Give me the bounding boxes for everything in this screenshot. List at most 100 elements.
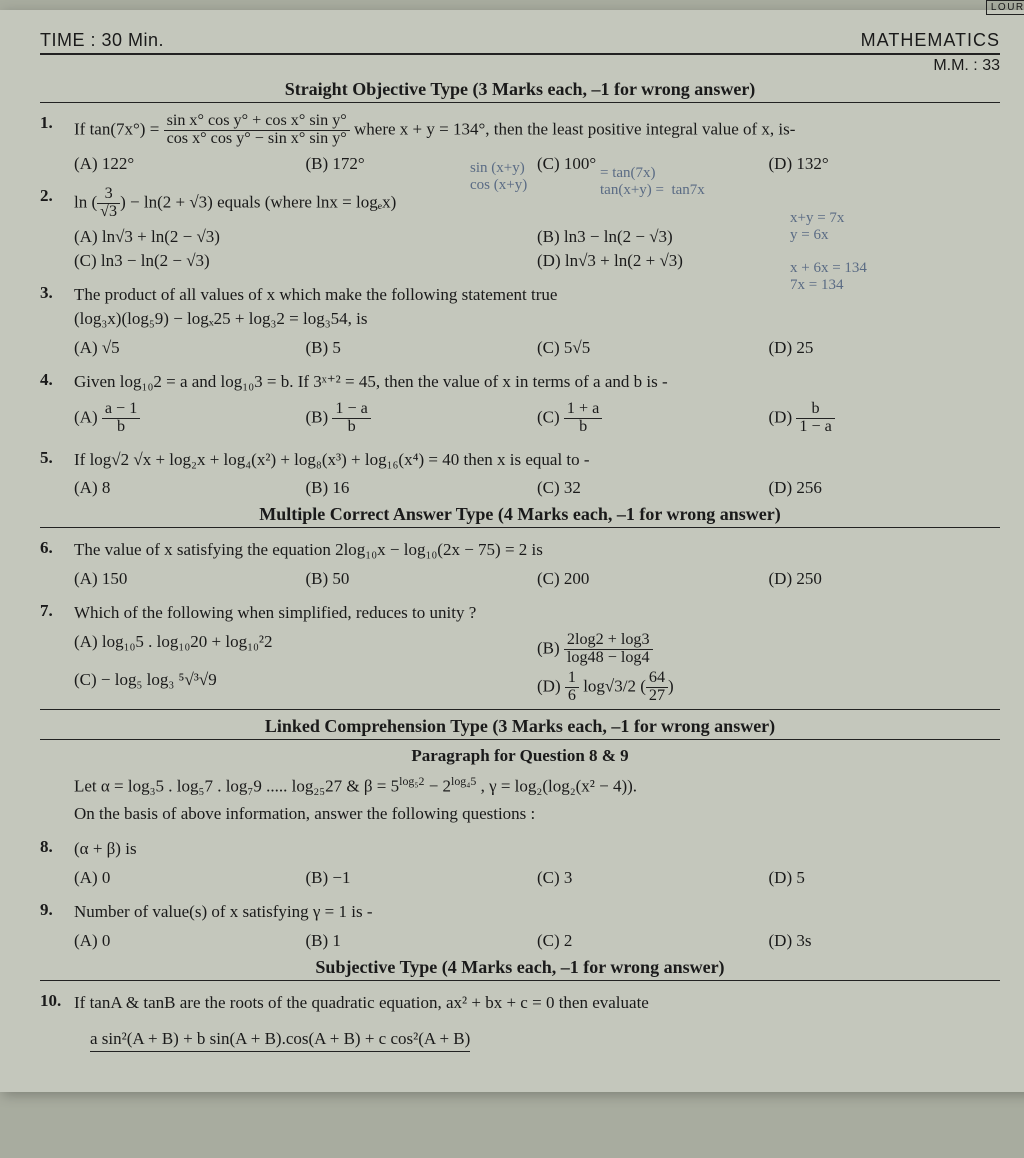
q5-number: 5. — [40, 448, 74, 473]
divider-4 — [40, 980, 1000, 981]
question-2: 2. ln ( 3 √3 ) − ln(2 + √3) equals (wher… — [40, 186, 1000, 221]
q4-c-pre: (C) — [537, 407, 564, 426]
corner-label: LOURSE — [986, 0, 1024, 15]
q7-b-num: 2log2 + log3 — [564, 632, 653, 650]
subject-label: MATHEMATICS — [861, 30, 1000, 51]
q1-body: If tan(7x°) = sin x° cos y° + cos x° sin… — [74, 113, 1000, 148]
q6-opt-d: (D) 250 — [769, 567, 1001, 591]
q4-b-den: b — [332, 419, 370, 436]
para-basis: On the basis of above information, answe… — [74, 804, 535, 823]
q7-d-coef-n: 1 — [565, 670, 579, 688]
para-let3: , γ = log₂(log₂(x² − 4)). — [481, 777, 637, 796]
q8-options: (A) 0 (B) −1 (C) 3 (D) 5 — [74, 866, 1000, 890]
q2-body: ln ( 3 √3 ) − ln(2 + √3) equals (where l… — [74, 186, 1000, 221]
q7-opt-d: (D) 16 log√3/2 (6427) — [537, 668, 1000, 707]
q2-frac-num: 3 — [97, 186, 120, 204]
q2-number: 2. — [40, 186, 74, 221]
q7-d-mid: log√3/2 — [583, 677, 640, 696]
q1-opt-a: (A) 122° — [74, 152, 306, 176]
q6-opt-a: (A) 150 — [74, 567, 306, 591]
q5-options: (A) 8 (B) 16 (C) 32 (D) 256 — [74, 476, 1000, 500]
q7-d-coef-d: 6 — [565, 688, 579, 705]
q7-d-pre: (D) — [537, 677, 565, 696]
q5-opt-b: (B) 16 — [306, 476, 538, 500]
para-let: Let α = log₃5 . log₅7 . log₇9 ..... log₂… — [74, 777, 399, 796]
q2-frac-den: √3 — [97, 204, 120, 221]
q1-number: 1. — [40, 113, 74, 148]
q2-opt-c: (C) ln3 − ln(2 − √3) — [74, 249, 537, 273]
question-10: 10. If tanA & tanB are the roots of the … — [40, 991, 1000, 1016]
time-limit: TIME : 30 Min. — [40, 30, 164, 51]
q3-opt-a: (A) √5 — [74, 336, 306, 360]
section-4-title: Subjective Type (4 Marks each, –1 for wr… — [40, 957, 1000, 978]
q5-opt-d: (D) 256 — [769, 476, 1001, 500]
q3-opt-c: (C) 5√5 — [537, 336, 769, 360]
worksheet-page: LOURSE TIME : 30 Min. MATHEMATICS M.M. :… — [0, 10, 1024, 1092]
para-let2: − 2 — [429, 777, 451, 796]
q4-d-pre: (D) — [769, 407, 797, 426]
q4-options: (A) a − 1b (B) 1 − ab (C) 1 + ab (D) b1 … — [74, 399, 1000, 438]
q9-number: 9. — [40, 900, 74, 925]
q3-line1: The product of all values of x which mak… — [74, 285, 557, 304]
q7-opt-a: (A) log₁₀5 . log₁₀20 + log₁₀²2 — [74, 630, 537, 669]
q4-opt-c: (C) 1 + ab — [537, 399, 769, 438]
q1-text-post: where x + y = 134°, then the least posit… — [354, 119, 795, 138]
q3-opt-d: (D) 25 — [769, 336, 1001, 360]
q1-fraction: sin x° cos y° + cos x° sin y° cos x° cos… — [164, 113, 350, 148]
q6-opt-c: (C) 200 — [537, 567, 769, 591]
q9-opt-d: (D) 3s — [769, 929, 1001, 953]
divider-2 — [40, 527, 1000, 528]
q3-body: The product of all values of x which mak… — [74, 283, 1000, 332]
q2-text-pre: ln — [74, 192, 87, 211]
q4-d-num: b — [796, 401, 834, 419]
q2-opt-b: (B) ln3 − ln(2 − √3) — [537, 225, 1000, 249]
q1-opt-c: (C) 100° — [537, 152, 769, 176]
q3-opt-b: (B) 5 — [306, 336, 538, 360]
para-exp2: log₄5 — [451, 774, 476, 788]
q7-b-den: log48 − log4 — [564, 650, 653, 667]
q9-options: (A) 0 (B) 1 (C) 2 (D) 3s — [74, 929, 1000, 953]
question-7: 7. Which of the following when simplifie… — [40, 601, 1000, 626]
q4-opt-a: (A) a − 1b — [74, 399, 306, 438]
q1-frac-num: sin x° cos y° + cos x° sin y° — [164, 113, 350, 131]
q7-d-arg-n: 64 — [646, 670, 668, 688]
q6-options: (A) 150 (B) 50 (C) 200 (D) 250 — [74, 567, 1000, 591]
q4-a-den: b — [102, 419, 140, 436]
max-marks: M.M. : 33 — [40, 57, 1000, 75]
para-exp1: log₅2 — [399, 774, 424, 788]
q7-number: 7. — [40, 601, 74, 626]
q6-opt-b: (B) 50 — [306, 567, 538, 591]
q1-frac-den: cos x° cos y° − sin x° sin y° — [164, 131, 350, 148]
q7-d-arg-d: 27 — [646, 688, 668, 705]
question-5: 5. If log√2 √x + log₂x + log₄(x²) + log₈… — [40, 448, 1000, 473]
section-2-title: Multiple Correct Answer Type (4 Marks ea… — [40, 504, 1000, 525]
q3-options: (A) √5 (B) 5 (C) 5√5 (D) 25 — [74, 336, 1000, 360]
q4-b-pre: (B) — [306, 407, 333, 426]
divider-3a — [40, 709, 1000, 710]
paragraph-title: Paragraph for Question 8 & 9 — [40, 746, 1000, 766]
q7-text: Which of the following when simplified, … — [74, 601, 1000, 626]
q10-expression: a sin²(A + B) + b sin(A + B).cos(A + B) … — [90, 1029, 470, 1052]
section-1-title: Straight Objective Type (3 Marks each, –… — [40, 79, 1000, 100]
q5-opt-c: (C) 32 — [537, 476, 769, 500]
question-6: 6. The value of x satisfying the equatio… — [40, 538, 1000, 563]
q2-opt-d: (D) ln√3 + ln(2 + √3) — [537, 249, 1000, 273]
q7-opt-c: (C) − log₅ log₃ ⁵√³√9 — [74, 668, 537, 707]
q9-opt-c: (C) 2 — [537, 929, 769, 953]
q8-opt-c: (C) 3 — [537, 866, 769, 890]
question-1: 1. If tan(7x°) = sin x° cos y° + cos x° … — [40, 113, 1000, 148]
q4-a-pre: (A) — [74, 407, 102, 426]
q3-number: 3. — [40, 283, 74, 332]
q4-b-num: 1 − a — [332, 401, 370, 419]
header-row: TIME : 30 Min. MATHEMATICS — [40, 30, 1000, 55]
q10-text: If tanA & tanB are the roots of the quad… — [74, 991, 1000, 1016]
q4-a-num: a − 1 — [102, 401, 140, 419]
q4-text: Given log₁₀2 = a and log₁₀3 = b. If 3ˣ⁺²… — [74, 370, 1000, 395]
q8-opt-b: (B) −1 — [306, 866, 538, 890]
q9-text: Number of value(s) of x satisfying γ = 1… — [74, 900, 1000, 925]
q2-text-mid: − ln(2 + √3) equals (where lnx = logₑx) — [130, 192, 396, 211]
q7-b-pre: (B) — [537, 638, 564, 657]
q9-opt-a: (A) 0 — [74, 929, 306, 953]
q7-opt-b: (B) 2log2 + log3log48 − log4 — [537, 630, 1000, 669]
question-8: 8. (α + β) is — [40, 837, 1000, 862]
